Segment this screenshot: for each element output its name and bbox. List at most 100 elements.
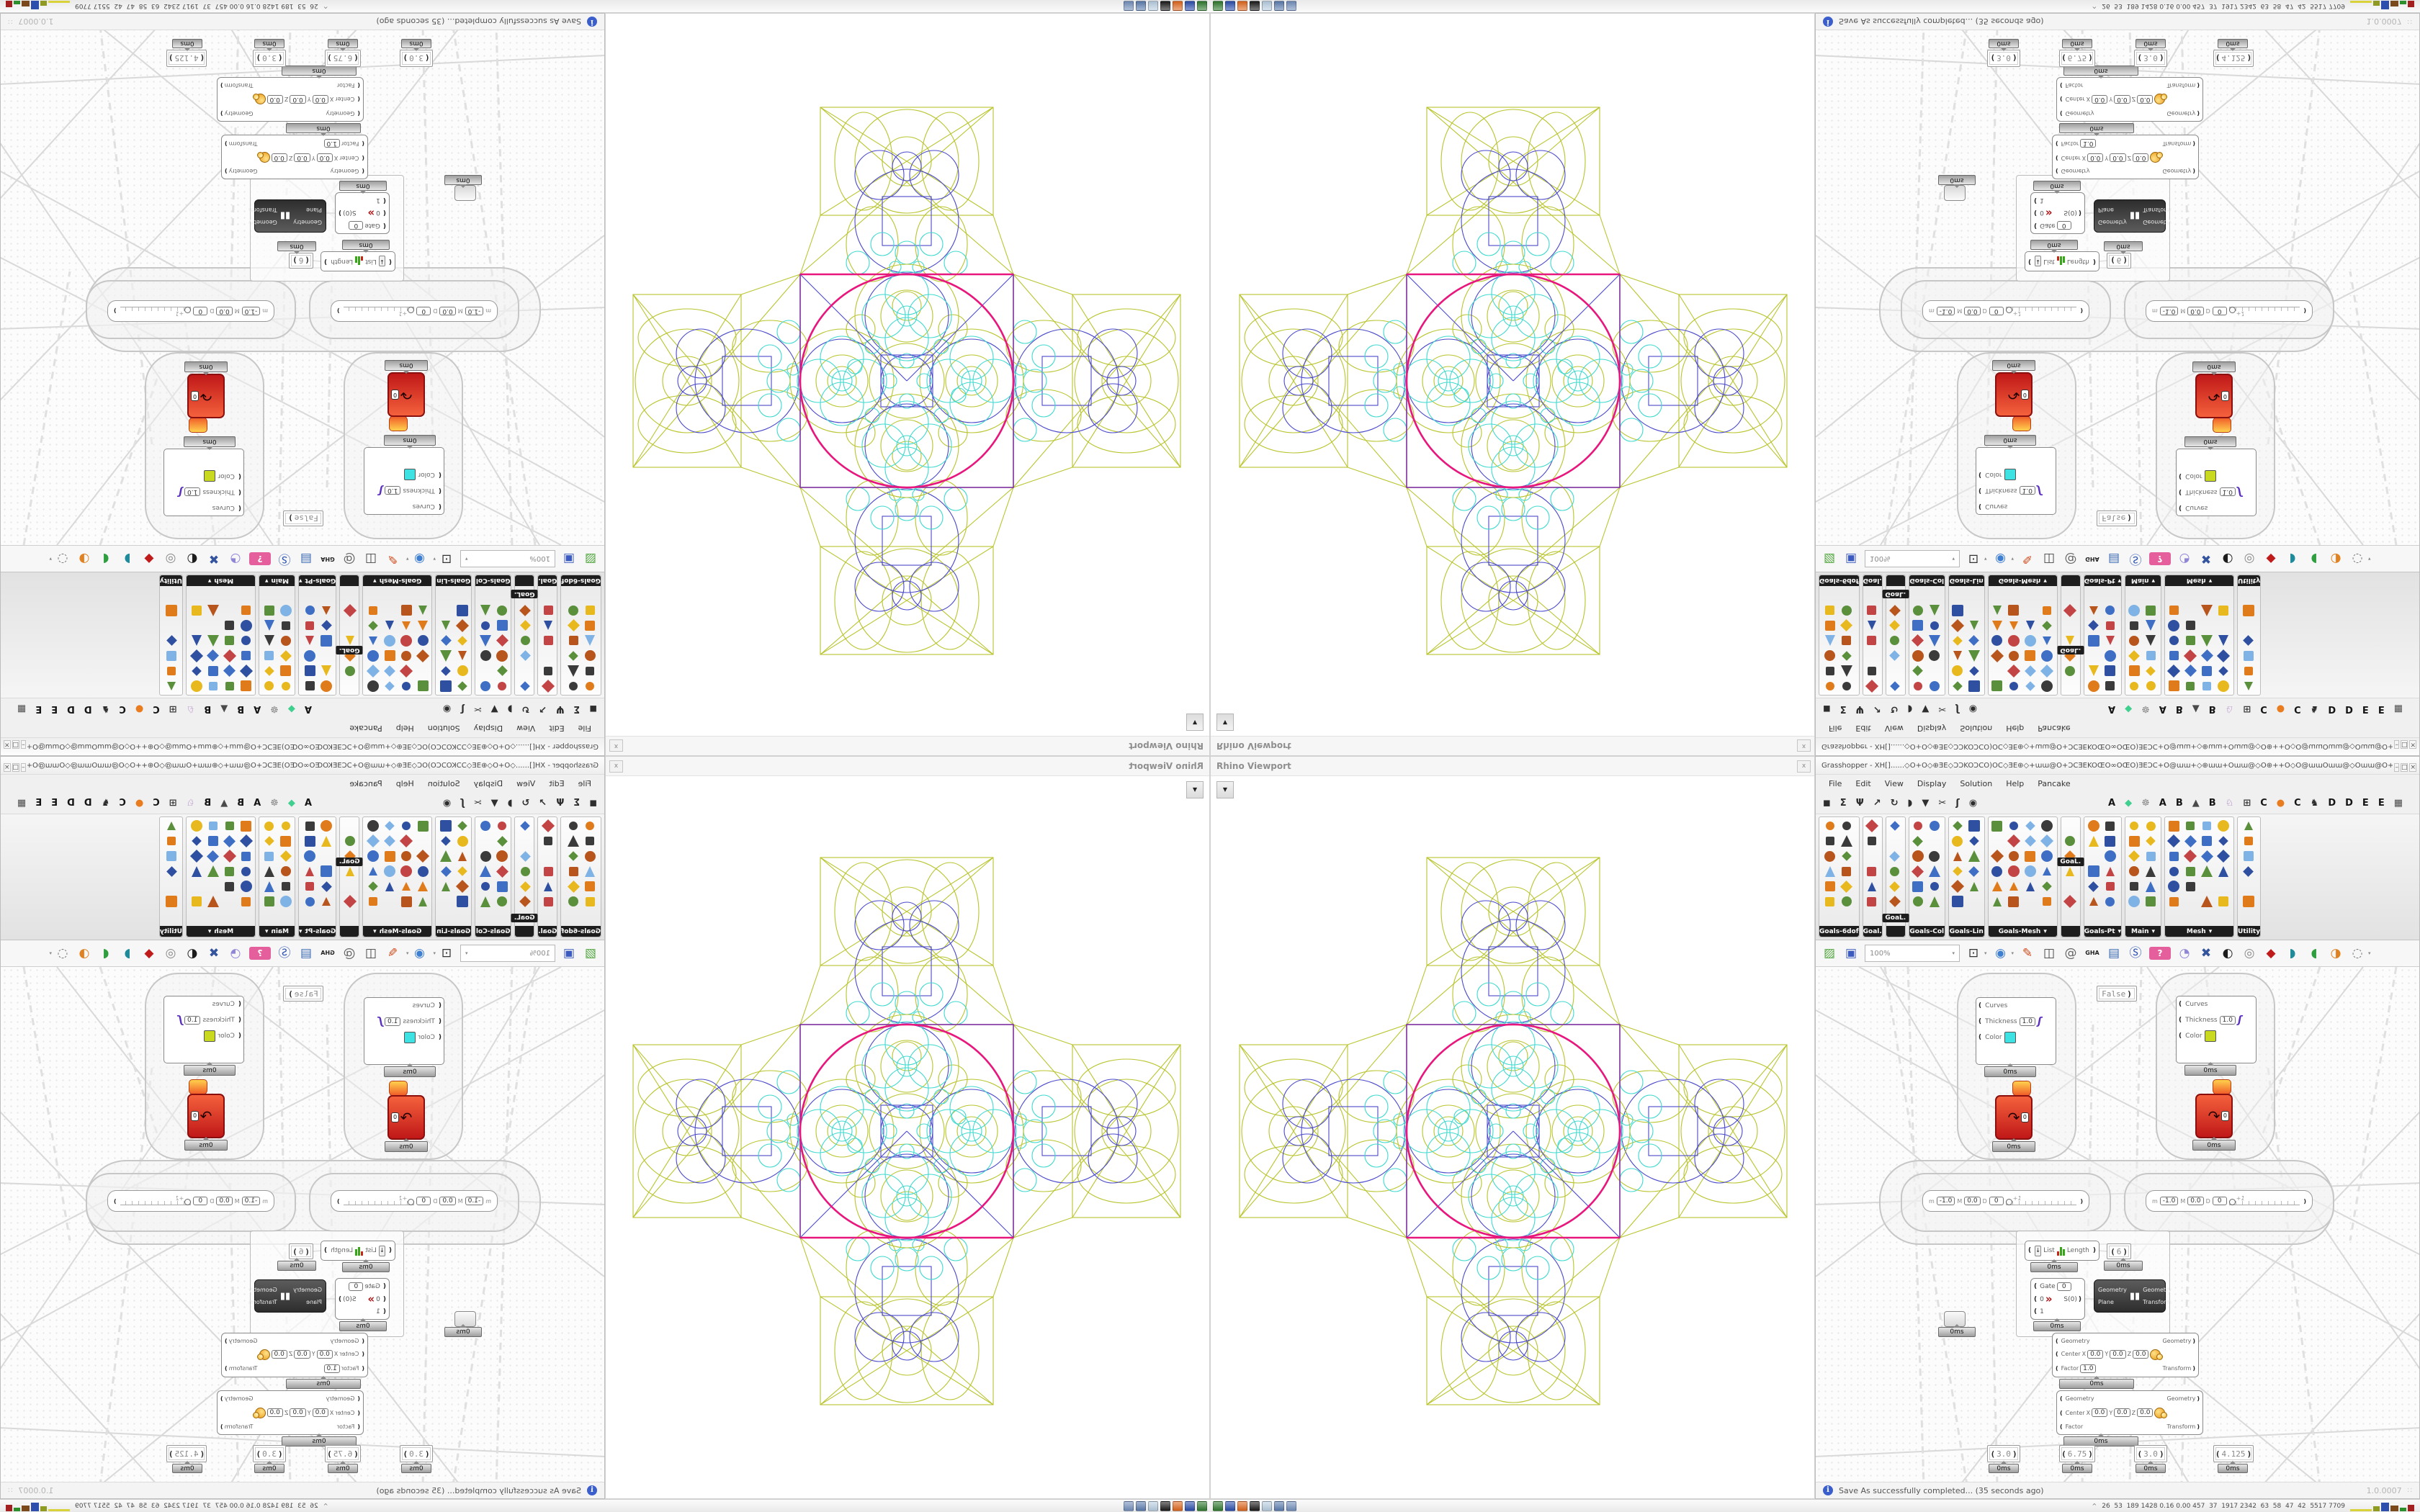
gh-tab-icon[interactable]: ▼ [490,797,498,809]
component-icon[interactable] [2127,879,2141,894]
component-icon[interactable] [302,618,317,633]
component-icon[interactable] [2040,603,2054,618]
gh-tab-icon[interactable]: B [2175,797,2183,809]
component-icon[interactable] [1911,864,1925,878]
component-icon[interactable] [1865,679,1879,693]
gh-tab-icon[interactable]: ◗ [507,703,513,715]
slider-knob[interactable] [184,307,192,314]
custom-preview-node[interactable]: Curves Thickness 1.0 ʃ Color [364,997,444,1065]
component-icon[interactable] [262,618,277,633]
component-icon[interactable] [239,849,254,863]
component-icon[interactable] [1927,864,1942,878]
component-icon[interactable] [455,819,470,833]
component-icon[interactable] [319,894,333,909]
gh-tab-icon[interactable]: ◗ [1907,797,1913,809]
ribbon-group-label[interactable]: Mesh ▾ [2165,575,2234,586]
gh-tab-icon[interactable]: ⊞ [2243,797,2251,809]
ribbon-group-label[interactable]: Main ▾ [259,926,295,937]
component-icon[interactable] [2183,849,2197,863]
sketch-pen-icon[interactable]: ✎ [2022,552,2033,567]
component-icon[interactable] [2063,879,2077,894]
component-icon[interactable] [382,894,397,909]
component-icon[interactable] [302,819,317,833]
viewport-dropdown-button[interactable]: ▼ [1186,714,1204,731]
scale-node[interactable]: Geometry Geometry Center X0.0 Y0.0 Z0.0 … [221,135,368,179]
save-file-icon[interactable]: ▣ [563,552,575,567]
component-icon[interactable] [455,834,470,848]
balloon-icon[interactable]: ◔ [2179,945,2190,960]
gh-tab-icon[interactable]: Ψ [556,797,565,809]
viewport-dropdown-button[interactable]: ▼ [1216,714,1234,731]
slider-min-value[interactable]: -1.0 [1936,307,1955,315]
gh-tab-icon[interactable]: ♘ [186,703,195,715]
component-icon[interactable] [416,664,430,678]
color-swatch[interactable] [2204,1030,2216,1042]
gh-tab-icon[interactable]: ▲ [2192,703,2200,715]
selection-lasso-icon[interactable]: ◌ [57,552,68,567]
number-slider[interactable]: m -1.0 M 0.0 D 0 +1 [107,1190,274,1212]
dna-cross-icon[interactable]: ✖ [2200,945,2212,960]
list-length-node[interactable]: ↓ List Length [2025,251,2099,271]
gh-tab-icon[interactable]: ʃ [1955,703,1960,715]
gh-tab-icon[interactable]: E [51,703,58,715]
preview-eye-icon[interactable]: ◉ [1995,552,2006,567]
component-icon[interactable] [478,634,493,648]
menu-item-help[interactable]: Help [2006,778,2025,788]
ribbon-group-label[interactable]: Goals-Mesh ▾ [363,926,432,937]
zoom-extents-icon[interactable]: ⊡ [441,552,452,567]
gha-assembly-icon[interactable]: GHA [321,556,335,562]
orient-node[interactable]: Geometry Plane ▮▮ Geometry Transform [248,199,326,233]
component-icon[interactable] [2040,849,2054,863]
component-icon[interactable] [2143,879,2158,894]
component-icon[interactable] [189,664,204,678]
component-icon[interactable] [495,664,509,678]
component-icon[interactable] [1839,634,1854,648]
component-icon[interactable] [495,634,509,648]
component-icon[interactable] [1865,849,1879,863]
coord-value[interactable]: 0.0 [2110,153,2126,163]
component-icon[interactable] [2063,834,2077,848]
gh-tab-icon[interactable]: C [153,703,160,715]
gh-tab-icon[interactable]: Σ [1839,797,1847,809]
app-launcher-icon[interactable] [1197,1500,1207,1511]
component-icon[interactable] [455,634,470,648]
component-icon[interactable] [541,603,555,618]
component-icon[interactable] [366,879,380,894]
component-icon[interactable] [1865,618,1879,633]
component-icon[interactable] [478,603,493,618]
menu-item-file[interactable]: File [1829,778,1842,788]
component-icon[interactable] [495,618,509,633]
component-icon[interactable] [2200,849,2214,863]
component-icon[interactable] [518,849,532,863]
component-icon[interactable] [2007,864,2021,878]
component-icon[interactable] [439,649,453,663]
component-icon[interactable] [2166,634,2181,648]
component-icon[interactable] [366,634,380,648]
gh-tab-icon[interactable]: ⊞ [169,703,177,715]
sketch-pen-icon[interactable]: ✎ [387,945,398,960]
value-panel[interactable]: 3.0 [2134,50,2167,67]
search-s-icon[interactable]: Ⓢ [2129,945,2142,960]
component-icon[interactable] [2007,834,2021,848]
color-swatch[interactable] [404,1032,416,1043]
gh-tab-icon[interactable]: ʃ [460,797,465,809]
component-icon[interactable] [302,849,317,863]
component-icon[interactable] [478,649,493,663]
component-icon[interactable] [206,618,220,633]
factor-value[interactable]: 1.0 [2080,1364,2097,1373]
coord-value[interactable]: 0.0 [316,153,333,163]
component-icon[interactable] [2143,864,2158,878]
component-icon[interactable] [2200,634,2214,648]
gh-tab-icon[interactable]: D [2345,703,2353,715]
component-icon[interactable] [189,679,204,693]
value-panel[interactable]: 6.75 [2059,1445,2095,1462]
component-icon[interactable] [382,618,397,633]
error-component[interactable]: ↷ 0 [187,374,225,418]
viewport-dropdown-button[interactable]: ▼ [1186,781,1204,798]
ribbon-group-float-label[interactable]: GoaL. [1882,914,1909,922]
gh-tab-icon[interactable]: C [2260,797,2267,809]
gh-tab-icon[interactable]: A [2108,797,2116,809]
document-preview-icon[interactable]: ▤ [2108,945,2120,960]
component-icon[interactable] [1950,834,1965,848]
component-icon[interactable] [416,634,430,648]
